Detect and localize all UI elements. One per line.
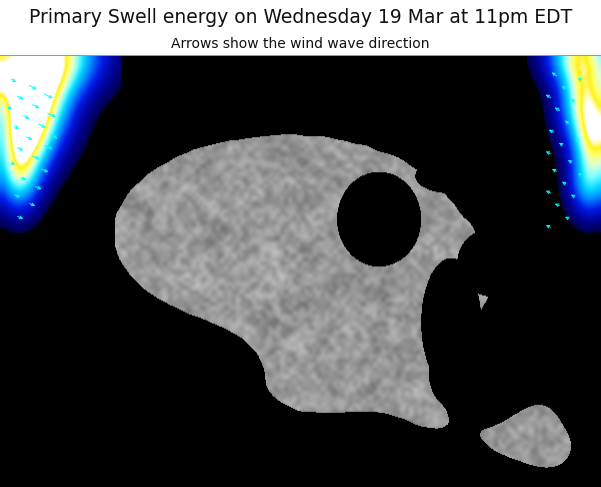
Text: Primary Swell energy on Wednesday 19 Mar at 11pm EDT: Primary Swell energy on Wednesday 19 Mar…: [29, 8, 572, 27]
Text: Arrows show the wind wave direction: Arrows show the wind wave direction: [171, 37, 430, 51]
